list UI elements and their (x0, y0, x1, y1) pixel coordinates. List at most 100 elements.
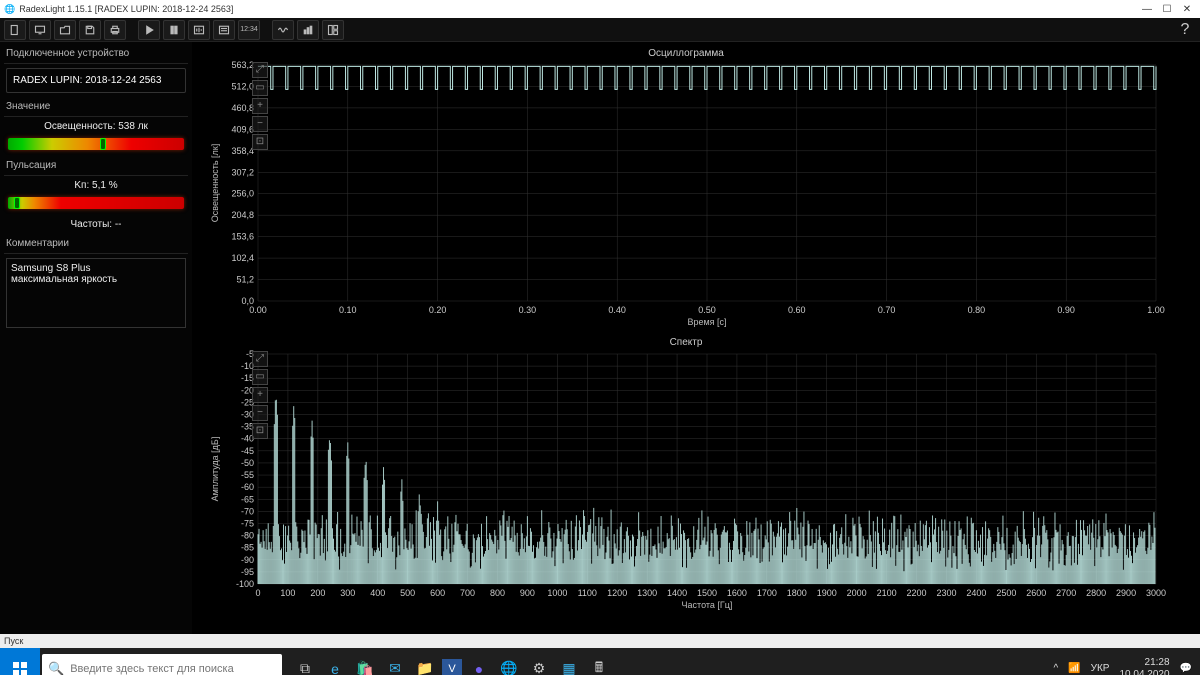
svg-text:1300: 1300 (637, 588, 657, 598)
svg-text:500: 500 (400, 588, 415, 598)
maximize-button[interactable]: ☐ (1158, 4, 1176, 15)
svg-text:900: 900 (520, 588, 535, 598)
help-icon[interactable]: ? (1174, 21, 1196, 39)
pusk-label[interactable]: Пуск (4, 636, 23, 646)
calc-icon[interactable]: 🖩 (586, 656, 612, 675)
svg-text:2800: 2800 (1086, 588, 1106, 598)
svg-text:512,0: 512,0 (231, 81, 254, 91)
comments-title: Комментарии (4, 234, 188, 254)
svg-text:0.80: 0.80 (968, 305, 986, 315)
window-titlebar: 🌐 RadexLight 1.15.1 [RADEX LUPIN: 2018-1… (0, 0, 1200, 18)
svg-text:0.50: 0.50 (698, 305, 716, 315)
taskbar: 🔍 ⧉ e 🛍️ ✉ 📁 V ● 🌐 ⚙ ▦ 🖩 ^ 📶 УКР 21:28 1… (0, 648, 1200, 675)
store-icon[interactable]: 🛍️ (352, 656, 378, 675)
explorer-icon[interactable]: 📁 (412, 656, 438, 675)
svg-text:1600: 1600 (727, 588, 747, 598)
svg-text:Время [с]: Время [с] (687, 317, 726, 327)
taskbar-search[interactable]: 🔍 (42, 654, 282, 675)
oscillogram-title: Осциллограмма (196, 48, 1176, 59)
wifi-icon[interactable]: 📶 (1068, 663, 1080, 674)
svg-text:-80: -80 (241, 531, 254, 541)
svg-text:0.40: 0.40 (608, 305, 626, 315)
record-icon[interactable] (188, 20, 210, 40)
svg-text:2500: 2500 (996, 588, 1016, 598)
svg-text:2600: 2600 (1026, 588, 1046, 598)
tray-chevron-icon[interactable]: ^ (1053, 663, 1058, 674)
layout-icon[interactable] (322, 20, 344, 40)
task-view-icon[interactable]: ⧉ (292, 656, 318, 675)
timer-icon[interactable]: 12:34 (238, 20, 260, 40)
print-icon[interactable] (104, 20, 126, 40)
svg-text:1.00: 1.00 (1147, 305, 1165, 315)
comment-input[interactable]: Samsung S8 Plus максимальная яркость (6, 258, 186, 328)
chrome-icon[interactable]: 🌐 (496, 656, 522, 675)
svg-text:1200: 1200 (607, 588, 627, 598)
comment-line: максимальная яркость (11, 274, 181, 285)
svg-text:0.60: 0.60 (788, 305, 806, 315)
edge-icon[interactable]: e (322, 656, 348, 675)
zoom-reset-icon[interactable]: ⤢ (252, 351, 268, 367)
zoom-box-icon[interactable]: ▭ (252, 80, 268, 96)
svg-text:200: 200 (310, 588, 325, 598)
mail-icon[interactable]: ✉ (382, 656, 408, 675)
viber-icon[interactable]: ● (466, 656, 492, 675)
visio-icon[interactable]: V (442, 659, 462, 675)
radex-icon[interactable]: ▦ (556, 656, 582, 675)
device-name: RADEX LUPIN: 2018-12-24 2563 (6, 68, 186, 93)
notifications-icon[interactable]: 💬 (1180, 663, 1192, 674)
svg-text:0.90: 0.90 (1057, 305, 1075, 315)
zoom-fit-icon[interactable]: ⊡ (252, 134, 268, 150)
search-input[interactable] (70, 663, 276, 675)
start-button[interactable] (0, 648, 40, 675)
svg-text:-45: -45 (241, 446, 254, 456)
zoom-out-icon[interactable]: − (252, 116, 268, 132)
svg-text:0.70: 0.70 (878, 305, 896, 315)
screen-icon[interactable] (29, 20, 51, 40)
minimize-button[interactable]: — (1138, 4, 1156, 15)
svg-text:1100: 1100 (578, 588, 597, 598)
svg-text:409,6: 409,6 (231, 124, 254, 134)
save-icon[interactable] (79, 20, 101, 40)
svg-text:100: 100 (280, 588, 295, 598)
svg-text:51,2: 51,2 (236, 275, 254, 285)
svg-text:2900: 2900 (1116, 588, 1136, 598)
connected-device-title: Подключенное устройство (4, 44, 188, 64)
new-icon[interactable] (4, 20, 26, 40)
svg-text:0.10: 0.10 (339, 305, 357, 315)
svg-text:2100: 2100 (877, 588, 897, 598)
tray-lang[interactable]: УКР (1091, 663, 1110, 674)
zoom-box-icon[interactable]: ▭ (252, 369, 268, 385)
svg-text:Частота [Гц]: Частота [Гц] (682, 600, 733, 610)
record-list-icon[interactable] (213, 20, 235, 40)
zoom-fit-icon[interactable]: ⊡ (252, 423, 268, 439)
svg-text:2200: 2200 (907, 588, 927, 598)
wave-icon[interactable] (272, 20, 294, 40)
play-icon[interactable] (138, 20, 160, 40)
zoom-in-icon[interactable]: + (252, 387, 268, 403)
oscillogram-chart: Осциллограмма ⤢ ▭ + − ⊡ 0,051,2102,4153,… (196, 48, 1176, 329)
close-button[interactable]: ✕ (1178, 4, 1196, 15)
oscillogram-svg[interactable]: 0,051,2102,4153,6204,8256,0307,2358,4409… (196, 61, 1176, 329)
svg-text:204,8: 204,8 (231, 210, 254, 220)
svg-text:563,2: 563,2 (231, 61, 254, 70)
svg-text:-65: -65 (241, 494, 254, 504)
svg-text:-60: -60 (241, 482, 254, 492)
svg-text:Амплитуда [дБ]: Амплитуда [дБ] (210, 437, 220, 502)
settings-icon[interactable]: ⚙ (526, 656, 552, 675)
svg-text:102,4: 102,4 (231, 253, 254, 263)
bars-icon[interactable] (297, 20, 319, 40)
zoom-in-icon[interactable]: + (252, 98, 268, 114)
zoom-reset-icon[interactable]: ⤢ (252, 62, 268, 78)
svg-text:1500: 1500 (697, 588, 717, 598)
tray-clock[interactable]: 21:28 10.04.2020 (1119, 657, 1169, 675)
svg-text:-55: -55 (241, 470, 254, 480)
main-toolbar: 12:34 ? (0, 18, 1200, 42)
taskbar-apps: ⧉ e 🛍️ ✉ 📁 V ● 🌐 ⚙ ▦ 🖩 (292, 656, 612, 675)
svg-text:2400: 2400 (966, 588, 986, 598)
value-title: Значение (4, 97, 188, 117)
pause-icon[interactable] (163, 20, 185, 40)
svg-text:-50: -50 (241, 458, 254, 468)
zoom-out-icon[interactable]: − (252, 405, 268, 421)
open-icon[interactable] (54, 20, 76, 40)
spectrum-svg[interactable]: -100-95-90-85-80-75-70-65-60-55-50-45-40… (196, 350, 1176, 612)
